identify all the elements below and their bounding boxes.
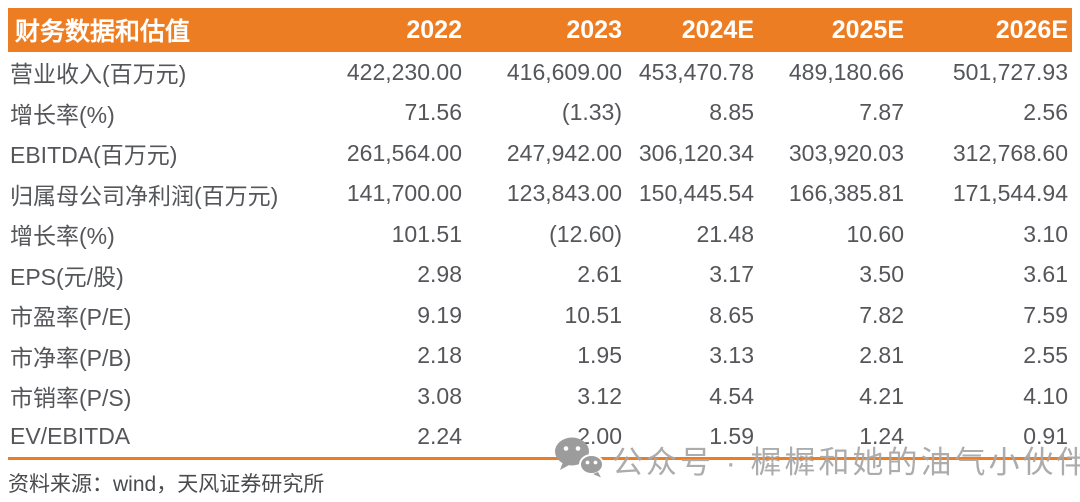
row-label: EPS(元/股) bbox=[10, 263, 124, 290]
row-value: 3.50 bbox=[859, 261, 904, 288]
row-value: 312,768.60 bbox=[952, 139, 1068, 166]
row-value: 4.54 bbox=[709, 382, 754, 409]
column-header-2024e: 2024E bbox=[681, 15, 754, 44]
table-title: 财务数据和估值 bbox=[15, 18, 191, 46]
row-value: 489,180.66 bbox=[788, 58, 904, 85]
row-label: 增长率(%) bbox=[10, 101, 115, 128]
column-header-2022: 2022 bbox=[406, 15, 462, 44]
table-row: 营业收入(百万元) 422,230.00 416,609.00 453,470.… bbox=[8, 52, 1072, 93]
row-value: 261,564.00 bbox=[346, 139, 462, 166]
row-value: 4.10 bbox=[1023, 382, 1068, 409]
row-value: 2.55 bbox=[1023, 342, 1068, 369]
row-value: 4.21 bbox=[859, 382, 904, 409]
row-value: 247,942.00 bbox=[506, 139, 622, 166]
row-value: 3.13 bbox=[709, 342, 754, 369]
table-row: 归属母公司净利润(百万元) 141,700.00 123,843.00 150,… bbox=[8, 174, 1072, 215]
row-value: 2.24 bbox=[417, 423, 462, 450]
financial-table: 财务数据和估值 2022 2023 2024E 2025E 2026E 营业收入… bbox=[8, 8, 1072, 460]
row-value: 3.12 bbox=[577, 382, 622, 409]
row-label: 市净率(P/B) bbox=[10, 344, 132, 371]
table-row: EPS(元/股) 2.98 2.61 3.17 3.50 3.61 bbox=[8, 255, 1072, 296]
table-row: 市销率(P/S) 3.08 3.12 4.54 4.21 4.10 bbox=[8, 376, 1072, 417]
row-value: 7.87 bbox=[859, 99, 904, 126]
row-value: 8.65 bbox=[709, 301, 754, 328]
column-header-2026e: 2026E bbox=[995, 15, 1068, 44]
row-value: 9.19 bbox=[417, 301, 462, 328]
row-value: 123,843.00 bbox=[506, 180, 622, 207]
row-value: 21.48 bbox=[696, 220, 754, 247]
row-value: 10.51 bbox=[564, 301, 622, 328]
row-value: (1.33) bbox=[561, 99, 622, 126]
row-value: (12.60) bbox=[549, 220, 622, 247]
table-row: EBITDA(百万元) 261,564.00 247,942.00 306,12… bbox=[8, 133, 1072, 174]
column-header-2023: 2023 bbox=[566, 15, 622, 44]
row-value: 2.56 bbox=[1023, 99, 1068, 126]
table-header-row: 财务数据和估值 2022 2023 2024E 2025E 2026E bbox=[8, 8, 1072, 52]
row-label: 市盈率(P/E) bbox=[10, 304, 132, 331]
row-value: 501,727.93 bbox=[952, 58, 1068, 85]
row-value: 2.61 bbox=[577, 261, 622, 288]
table-body: 营业收入(百万元) 422,230.00 416,609.00 453,470.… bbox=[8, 52, 1072, 460]
row-value: 1.59 bbox=[709, 423, 754, 450]
row-value: 1.95 bbox=[577, 342, 622, 369]
row-label: 增长率(%) bbox=[10, 223, 115, 250]
row-value: 71.56 bbox=[404, 99, 462, 126]
source-note: 资料来源：wind，天风证券研究所 bbox=[8, 473, 325, 496]
table-row: 增长率(%) 71.56 (1.33) 8.85 7.87 2.56 bbox=[8, 93, 1072, 134]
row-value: 422,230.00 bbox=[346, 58, 462, 85]
row-value: 2.98 bbox=[417, 261, 462, 288]
row-value: 3.10 bbox=[1023, 220, 1068, 247]
table-row: EV/EBITDA 2.24 2.00 1.59 1.24 0.91 bbox=[8, 417, 1072, 458]
row-value: 101.51 bbox=[391, 220, 462, 247]
row-value: 1.24 bbox=[859, 423, 904, 450]
row-value: 150,445.54 bbox=[638, 180, 754, 207]
row-value: 166,385.81 bbox=[788, 180, 904, 207]
row-label: 营业收入(百万元) bbox=[10, 61, 187, 88]
row-value: 10.60 bbox=[846, 220, 904, 247]
row-label: EV/EBITDA bbox=[10, 423, 131, 450]
row-label: 市销率(P/S) bbox=[10, 385, 132, 412]
table-row: 增长率(%) 101.51 (12.60) 21.48 10.60 3.10 bbox=[8, 214, 1072, 255]
row-value: 2.00 bbox=[577, 423, 622, 450]
table-row: 市盈率(P/E) 9.19 10.51 8.65 7.82 7.59 bbox=[8, 295, 1072, 336]
row-value: 3.08 bbox=[417, 382, 462, 409]
row-label: 归属母公司净利润(百万元) bbox=[10, 182, 279, 209]
row-value: 416,609.00 bbox=[506, 58, 622, 85]
row-value: 7.59 bbox=[1023, 301, 1068, 328]
row-value: 171,544.94 bbox=[952, 180, 1068, 207]
row-value: 306,120.34 bbox=[638, 139, 754, 166]
row-value: 8.85 bbox=[709, 99, 754, 126]
row-value: 0.91 bbox=[1023, 423, 1068, 450]
row-value: 453,470.78 bbox=[638, 58, 754, 85]
column-header-2025e: 2025E bbox=[831, 15, 904, 44]
row-label: EBITDA(百万元) bbox=[10, 142, 178, 169]
row-value: 3.17 bbox=[709, 261, 754, 288]
row-value: 2.81 bbox=[859, 342, 904, 369]
table-row: 市净率(P/B) 2.18 1.95 3.13 2.81 2.55 bbox=[8, 336, 1072, 377]
row-value: 7.82 bbox=[859, 301, 904, 328]
row-value: 2.18 bbox=[417, 342, 462, 369]
row-value: 3.61 bbox=[1023, 261, 1068, 288]
row-value: 141,700.00 bbox=[346, 180, 462, 207]
row-value: 303,920.03 bbox=[788, 139, 904, 166]
